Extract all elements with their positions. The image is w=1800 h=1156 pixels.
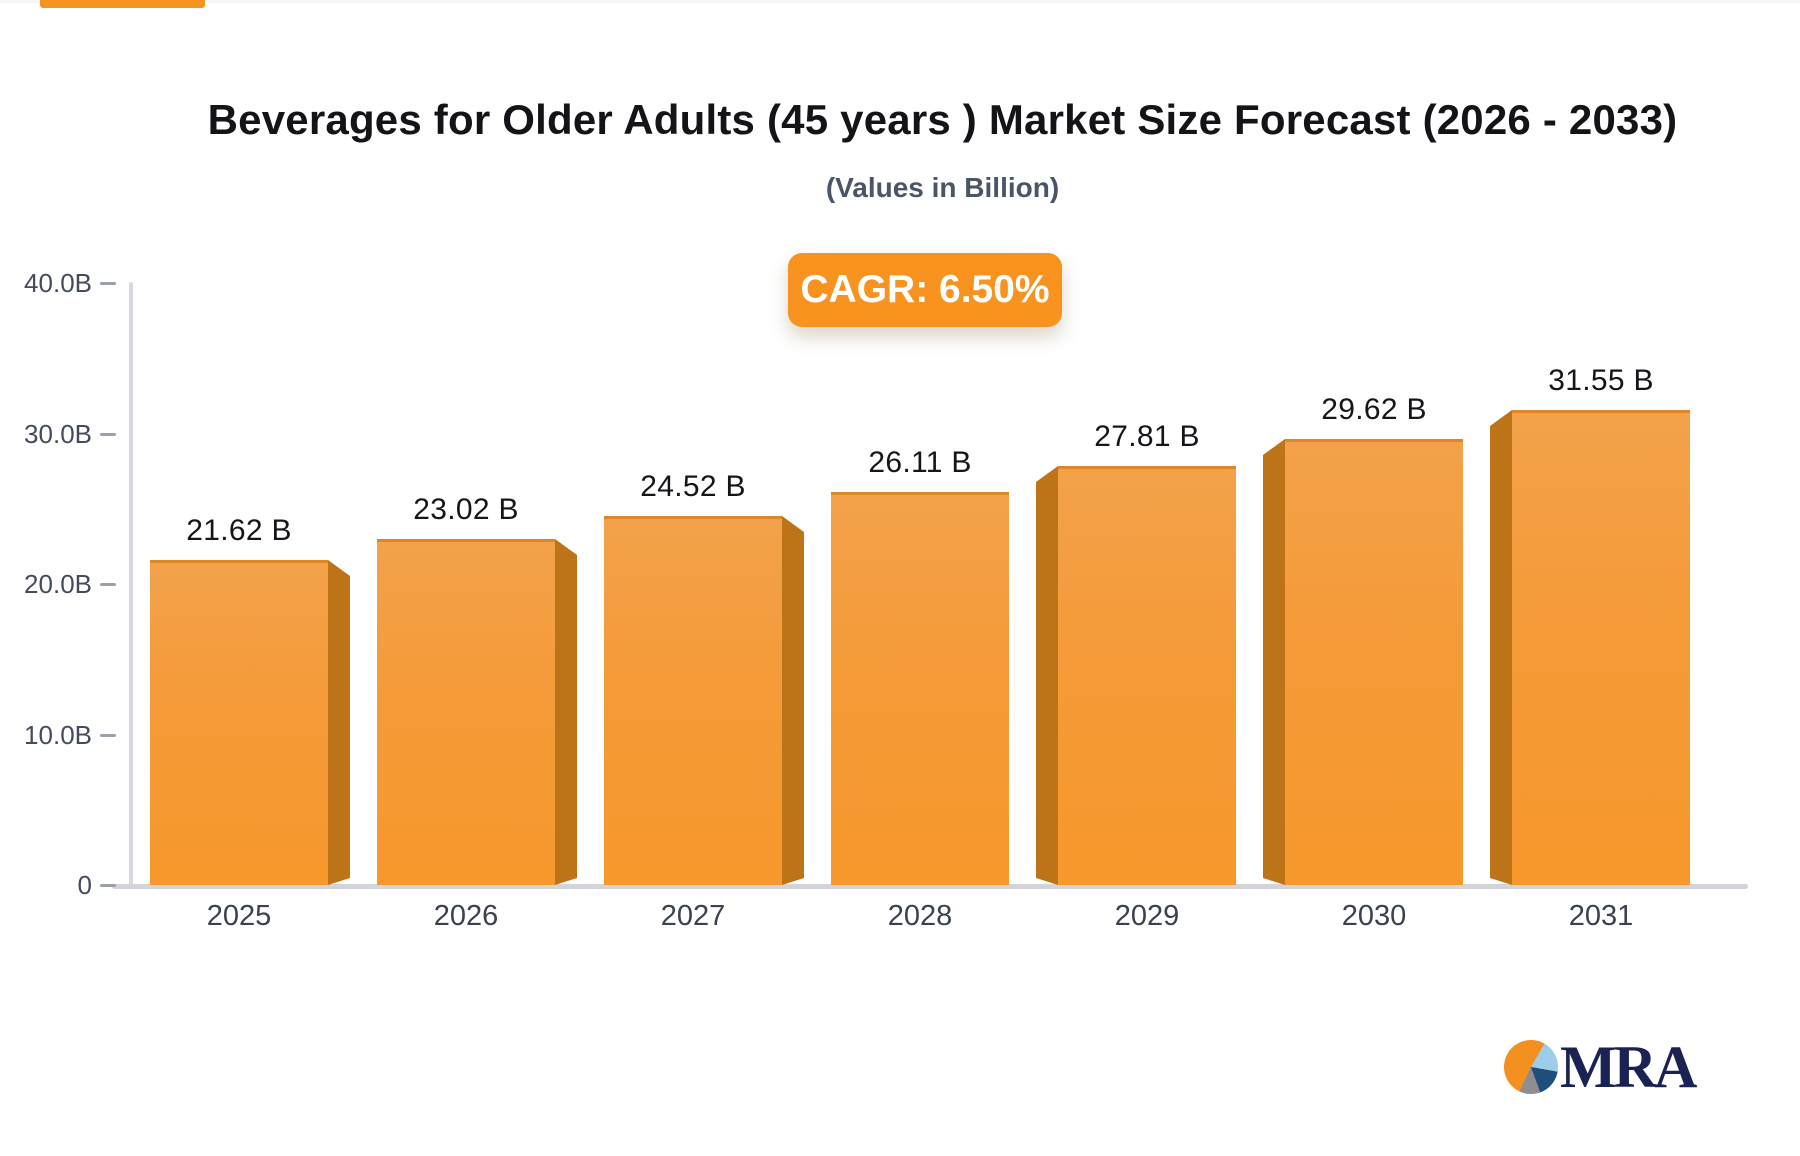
y-tick-label: 0	[77, 870, 92, 900]
x-tick-label-2031: 2031	[1568, 900, 1634, 932]
y-tick-mark	[100, 432, 116, 436]
y-tick-label: 40.0B	[24, 268, 92, 298]
bar-2030	[1285, 439, 1463, 885]
bar-side-2027	[782, 516, 804, 885]
bar-2026	[377, 539, 555, 885]
bar-side-2025	[328, 560, 350, 885]
bar-side-2031	[1490, 410, 1512, 885]
cagr-badge-label: CAGR: 6.50%	[800, 268, 1050, 311]
bar-value-label-2029: 27.81 B	[1094, 420, 1200, 453]
bar-value-label-2028: 26.11 B	[868, 446, 972, 479]
bar-side-2030	[1263, 439, 1285, 885]
bar-2029	[1058, 466, 1236, 885]
y-tick-mark	[100, 583, 116, 586]
mra-logo: MRA	[1504, 1034, 1697, 1100]
bar-value-label-2027: 24.52 B	[640, 470, 746, 503]
cagr-badge: CAGR: 6.50%	[788, 253, 1062, 327]
bar-2025	[150, 560, 328, 885]
top-divider	[0, 0, 1800, 3]
y-tick-label: 10.0B	[24, 719, 92, 750]
x-tick-label-2026: 2026	[433, 900, 499, 932]
x-tick-label-2027: 2027	[660, 900, 726, 932]
y-tick-mark	[100, 884, 116, 887]
x-tick-label-2029: 2029	[1114, 900, 1180, 932]
bar-2027	[604, 516, 782, 885]
bar-2031	[1512, 410, 1690, 885]
bar-value-label-2025: 21.62 B	[186, 514, 292, 547]
top-left-orange-strip	[40, 0, 205, 8]
chart-subtitle: (Values in Billion)	[825, 172, 1060, 203]
mra-logo-text: MRA	[1560, 1034, 1697, 1100]
y-tick-label: 20.0B	[24, 569, 92, 599]
y-axis-line	[129, 282, 133, 889]
x-tick-label-2030: 2030	[1341, 900, 1407, 932]
bar-side-2029	[1036, 466, 1058, 885]
chart-title: Beverages for Older Adults (45 years ) M…	[207, 96, 1678, 143]
mra-pie-icon	[1504, 1040, 1558, 1094]
x-axis-baseline	[112, 884, 1748, 889]
x-tick-label-2028: 2028	[887, 900, 953, 932]
bar-side-2026	[555, 539, 577, 885]
y-tick-label: 30.0B	[24, 418, 92, 449]
bar-2028	[831, 492, 1009, 885]
bar-value-label-2030: 29.62 B	[1321, 393, 1427, 426]
x-tick-label-2025: 2025	[206, 900, 272, 932]
y-tick-mark	[100, 733, 116, 737]
bar-value-label-2026: 23.02 B	[413, 493, 519, 526]
bar-value-label-2031: 31.55 B	[1548, 364, 1654, 397]
y-tick-mark	[100, 282, 116, 285]
